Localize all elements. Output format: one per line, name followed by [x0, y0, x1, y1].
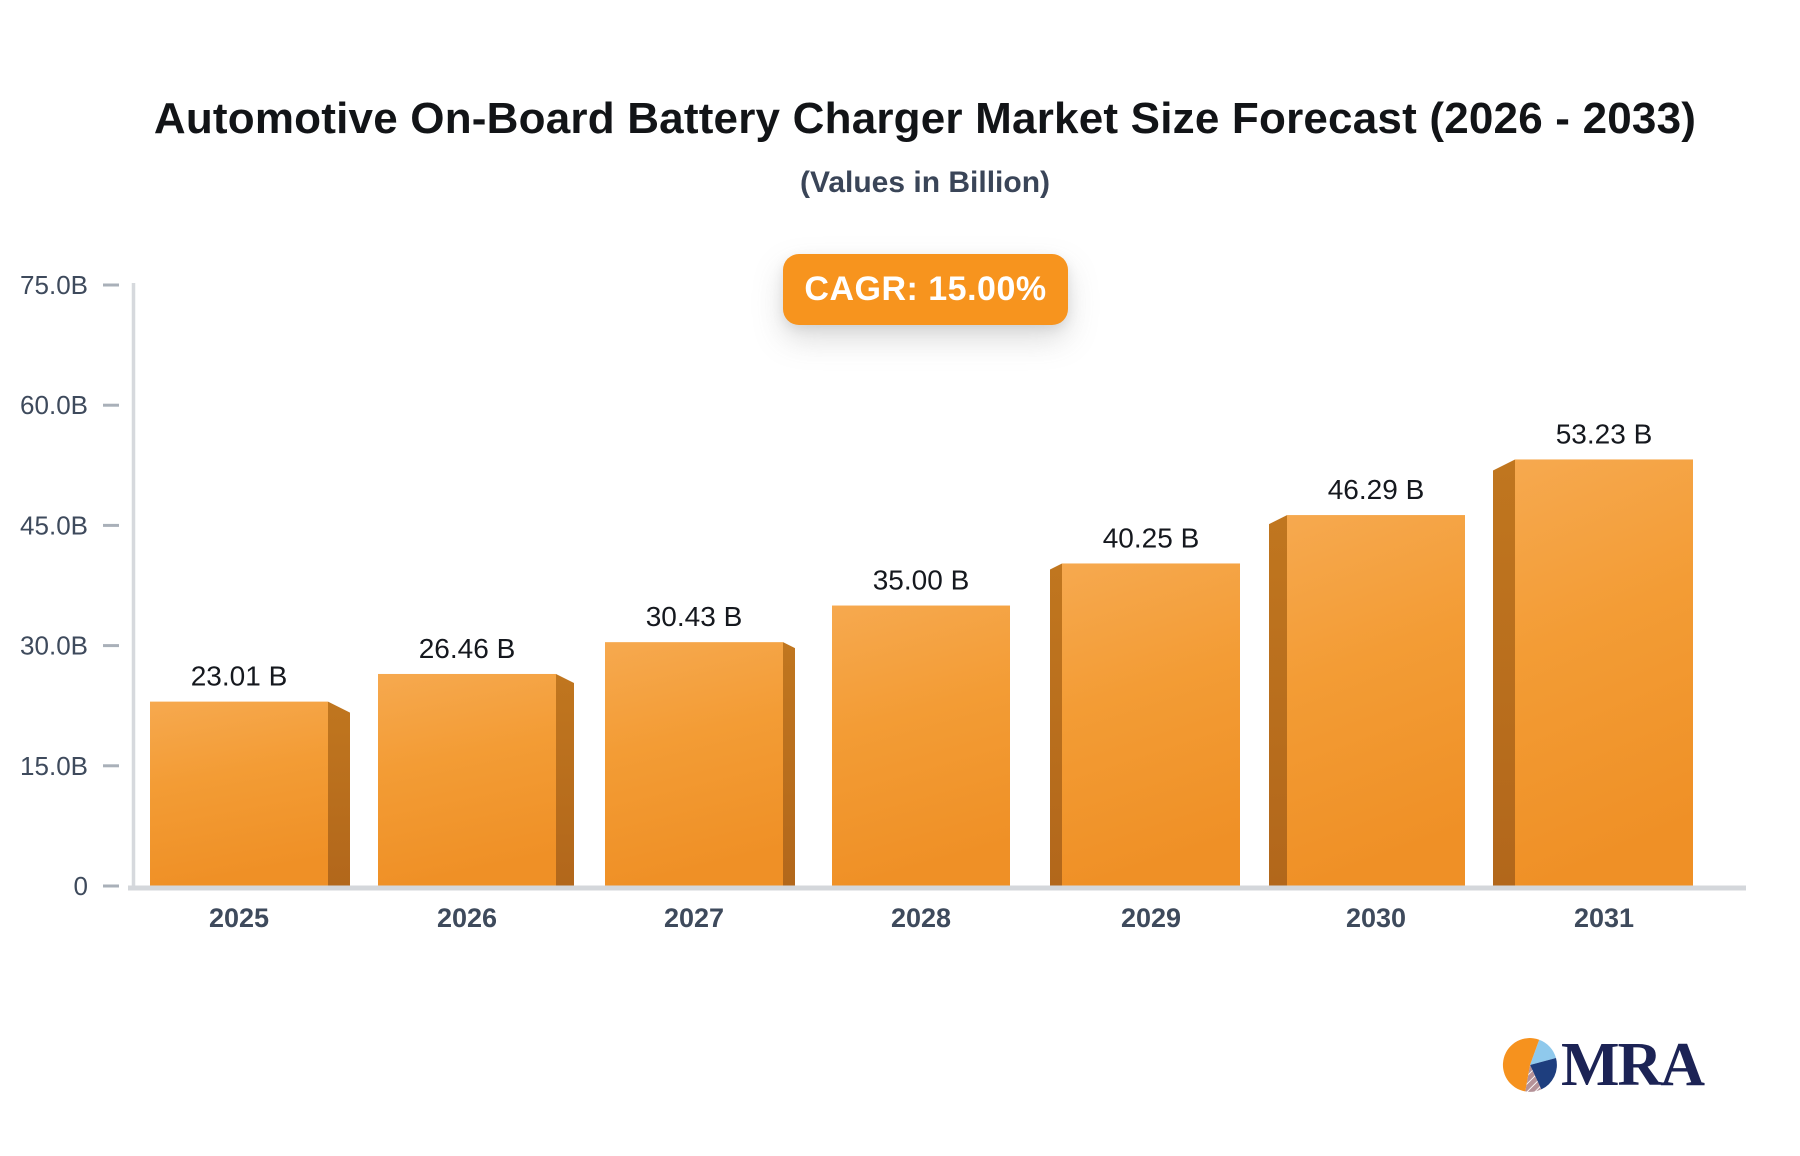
- pie-chart-icon: [1502, 1038, 1557, 1092]
- y-tick-label: 0: [74, 871, 88, 901]
- pie-slice-lightblue: [1530, 1039, 1556, 1065]
- y-tick-label: 45.0B: [20, 510, 88, 540]
- bar-2028: [832, 605, 1010, 886]
- bar-value-label: 23.01 B: [191, 661, 288, 692]
- bar-2025: [150, 701, 328, 886]
- bar-value-label: 40.25 B: [1103, 522, 1200, 553]
- bar-2031: [1515, 459, 1693, 886]
- x-axis-label: 2030: [1346, 903, 1406, 933]
- y-tick-label: 15.0B: [20, 751, 88, 781]
- bar-value-label: 30.43 B: [646, 601, 743, 632]
- chart-subtitle: (Values in Billion): [799, 166, 1051, 199]
- pie-slice-hatched: [1525, 1065, 1542, 1092]
- y-tick-label: 75.0B: [20, 270, 88, 300]
- bar-value-label: 46.29 B: [1328, 474, 1425, 505]
- cagr-badge: CAGR: 15.00%: [783, 254, 1068, 325]
- x-axis-label: 2026: [437, 903, 497, 933]
- bar-side-2029: [1050, 563, 1062, 886]
- pie-slice-navy: [1530, 1058, 1557, 1090]
- y-tick-label: 60.0B: [20, 390, 88, 420]
- bar-value-label: 35.00 B: [873, 565, 970, 596]
- bar-value-label: 26.46 B: [419, 633, 516, 664]
- logo-text: MRA: [1561, 1031, 1705, 1099]
- pie-slice-orange: [1502, 1038, 1540, 1092]
- x-axis-label: 2025: [209, 903, 269, 933]
- x-axis-label: 2027: [664, 903, 724, 933]
- bar-side-2031: [1493, 459, 1515, 886]
- bar-side-2026: [556, 673, 574, 886]
- x-axis-label: 2028: [891, 903, 951, 933]
- x-axis-label: 2031: [1574, 903, 1634, 933]
- x-axis-label: 2029: [1121, 903, 1181, 933]
- bar-2027: [605, 642, 783, 886]
- bar-side-2025: [328, 701, 350, 886]
- bar-2030: [1287, 515, 1465, 886]
- chart-title: Automotive On-Board Battery Charger Mark…: [153, 94, 1697, 143]
- bar-2026: [378, 673, 556, 886]
- bar-value-label: 53.23 B: [1556, 418, 1653, 449]
- bar-side-2027: [783, 642, 795, 886]
- logo: MRA: [1502, 1031, 1705, 1099]
- y-tick-label: 30.0B: [20, 631, 88, 661]
- bar-side-2030: [1269, 515, 1287, 886]
- bar-2029: [1062, 563, 1240, 886]
